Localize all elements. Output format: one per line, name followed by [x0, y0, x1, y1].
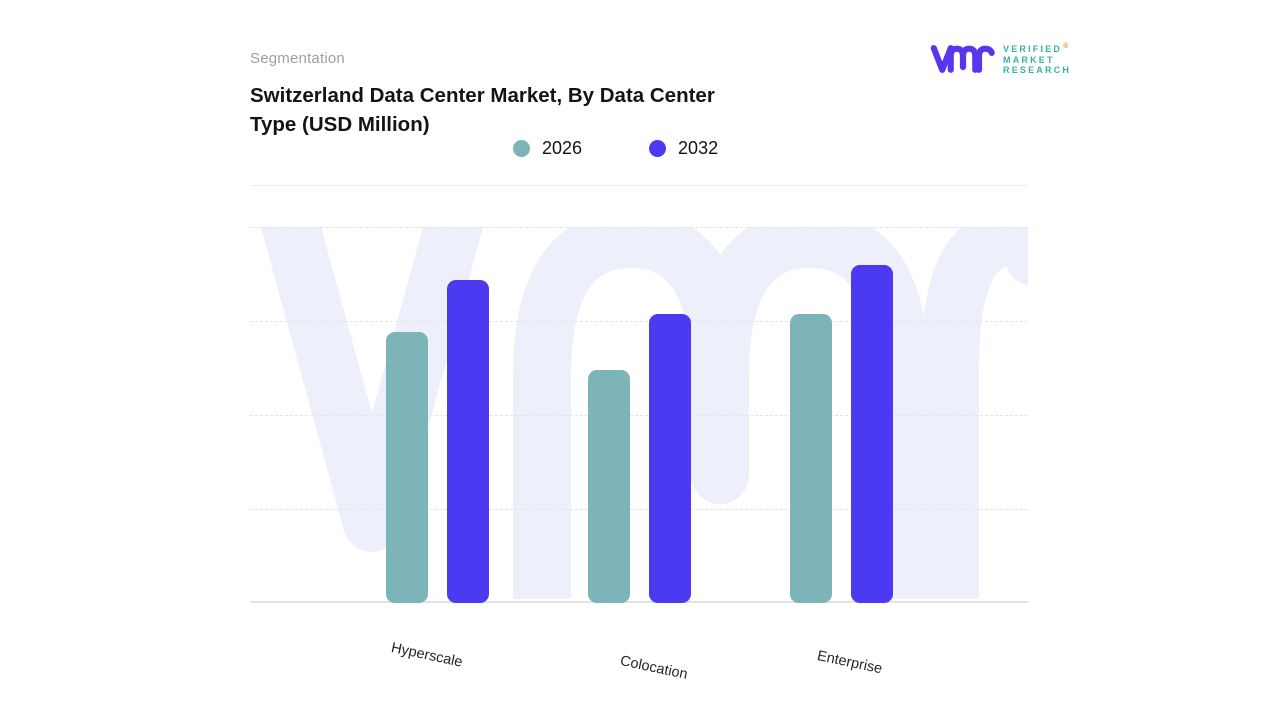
x-tick-colocation: Colocation — [618, 653, 690, 683]
gridline — [250, 415, 1028, 416]
bar-colocation-2032[interactable] — [649, 313, 691, 603]
vmr-logo-mark-icon — [930, 45, 995, 73]
gridline — [250, 321, 1028, 322]
vmr-logo-text: VERIFIED® MARKET RESEARCH — [1003, 42, 1071, 76]
chart-title: Switzerland Data Center Market, By Data … — [250, 81, 830, 139]
bar-enterprise-2026[interactable] — [790, 313, 832, 603]
x-axis-labels: Hyperscale Colocation Enterprise — [250, 603, 1028, 693]
chart-title-line2: Type (USD Million) — [250, 113, 430, 136]
x-axis-line — [250, 601, 1028, 603]
header-divider — [250, 185, 1028, 186]
chart-title-line1: Switzerland Data Center Market, By Data … — [250, 84, 715, 107]
logo-word-market: MARKET — [1003, 54, 1055, 65]
registered-trademark: ® — [1063, 43, 1069, 51]
bar-hyperscale-2026[interactable] — [386, 332, 428, 603]
legend-label-2026: 2026 — [542, 138, 583, 158]
legend-swatch-2032 — [649, 140, 667, 157]
gridline — [250, 509, 1028, 510]
bar-colocation-2026[interactable] — [588, 369, 630, 603]
bar-enterprise-2032[interactable] — [851, 264, 893, 603]
legend-item-2026[interactable]: 2026 — [513, 138, 582, 159]
legend-label-2032: 2032 — [678, 138, 719, 158]
x-tick-hyperscale: Hyperscale — [389, 640, 464, 671]
legend-swatch-2026 — [513, 140, 530, 157]
legend-item-2032[interactable]: 2032 — [649, 138, 718, 159]
vmr-watermark-icon — [260, 227, 1028, 599]
logo-word-research: RESEARCH — [1003, 65, 1072, 76]
x-tick-enterprise: Enterprise — [815, 648, 884, 678]
vmr-logo: VERIFIED® MARKET RESEARCH — [930, 38, 1071, 80]
chart-legend: 2026 2032 — [513, 138, 718, 159]
gridline — [250, 227, 1028, 228]
plot-area — [250, 227, 1028, 603]
logo-word-verified: VERIFIED — [1003, 44, 1063, 55]
bar-hyperscale-2032[interactable] — [447, 279, 489, 603]
section-eyebrow: Segmentation — [250, 50, 345, 67]
